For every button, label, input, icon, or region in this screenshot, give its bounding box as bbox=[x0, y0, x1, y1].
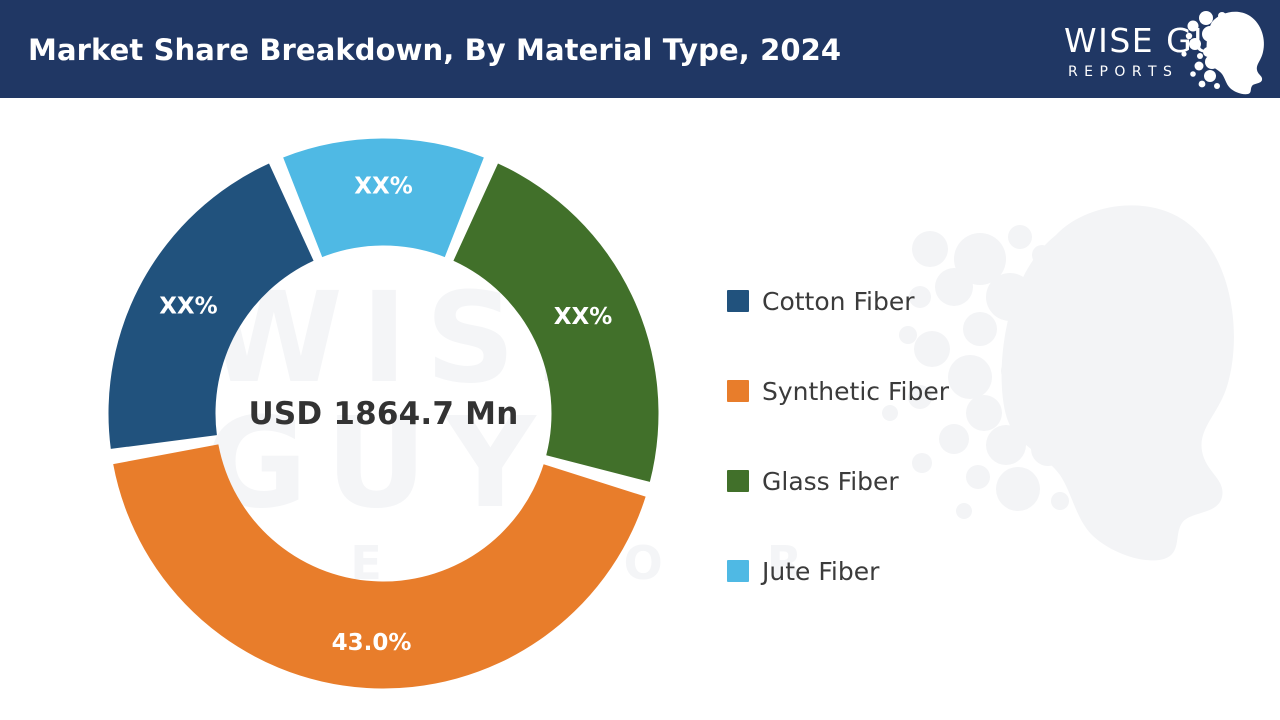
legend-color-swatch bbox=[727, 470, 749, 492]
chart-body: WISE GUY R E P O R T S bbox=[0, 101, 1280, 720]
donut-slice-label: XX% bbox=[159, 293, 218, 319]
legend-label: Jute Fiber bbox=[762, 556, 880, 586]
legend-item[interactable]: Jute Fiber bbox=[727, 526, 1027, 616]
legend-color-swatch bbox=[727, 380, 749, 402]
wiseguy-reports-logo: WISE GUY R E P O R T S bbox=[1062, 4, 1274, 96]
donut-slice[interactable] bbox=[453, 163, 659, 482]
legend-label: Glass Fiber bbox=[762, 466, 899, 496]
legend-color-swatch bbox=[727, 560, 749, 582]
legend-label: Synthetic Fiber bbox=[762, 376, 950, 406]
donut-slice[interactable] bbox=[283, 138, 484, 258]
donut-slice[interactable] bbox=[113, 444, 646, 689]
legend-item[interactable]: Glass Fiber bbox=[727, 436, 1027, 526]
donut-svg: XX% XX% 43.0% XX% bbox=[108, 138, 659, 689]
legend-item[interactable]: Cotton Fiber bbox=[727, 256, 1027, 346]
dotted-head-icon bbox=[1181, 11, 1264, 95]
legend-color-swatch bbox=[727, 290, 749, 312]
donut-chart: XX% XX% 43.0% XX% USD 1864.7 Mn bbox=[96, 126, 671, 701]
page-header: Market Share Breakdown, By Material Type… bbox=[0, 0, 1280, 98]
legend-item[interactable]: Synthetic Fiber bbox=[727, 346, 1027, 436]
donut-slice-label: XX% bbox=[354, 174, 413, 200]
donut-slice-label: 43.0% bbox=[332, 630, 412, 656]
chart-legend: Cotton Fiber Synthetic Fiber Glass Fiber Ju… bbox=[727, 256, 1027, 616]
donut-slices bbox=[108, 138, 659, 689]
svg-text:R E P O R T S: R E P O R T S bbox=[1068, 64, 1173, 80]
donut-slice-label: XX% bbox=[554, 304, 613, 330]
header-divider bbox=[0, 98, 1280, 101]
legend-label: Cotton Fiber bbox=[762, 286, 915, 316]
page-title: Market Share Breakdown, By Material Type… bbox=[28, 33, 842, 67]
donut-slice[interactable] bbox=[108, 163, 314, 449]
donut-slice-labels: XX% XX% 43.0% XX% bbox=[159, 174, 612, 657]
